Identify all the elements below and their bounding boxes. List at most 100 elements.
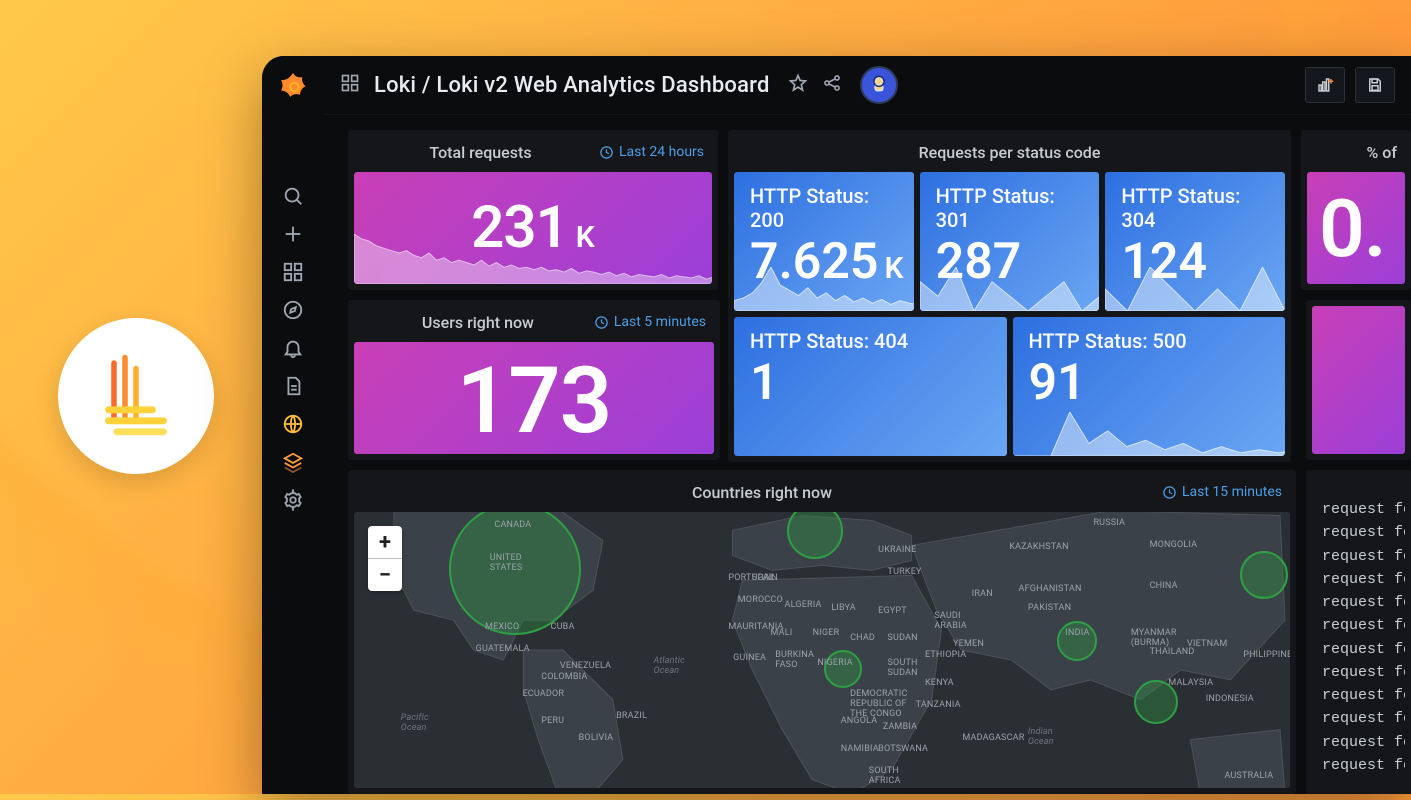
status-tile: HTTP Status: 301287 (920, 172, 1100, 311)
map-label: BURKINAFASO (775, 650, 814, 670)
panel-title: Users right now (362, 313, 594, 332)
map-label: ETHIOPIA (925, 650, 966, 660)
map-label: INDIA (1065, 628, 1089, 638)
share-icon[interactable] (822, 73, 842, 97)
map-label: CHINA (1150, 581, 1178, 591)
map-label: SAUDIARABIA (934, 611, 967, 631)
panel-title: % of (1315, 143, 1397, 162)
tile-label: HTTP Status: 200 (750, 184, 898, 232)
panel-title: Total requests (362, 143, 599, 162)
panel-logs: request forrequest forrequest forrequest… (1306, 470, 1411, 794)
map-label: LIBYA (831, 603, 856, 613)
layers-icon[interactable] (281, 450, 305, 474)
grafana-logo[interactable] (276, 70, 310, 108)
panel-title: Countries right now (362, 483, 1162, 502)
map-label: MOROCCO (738, 595, 783, 605)
map-bubble[interactable] (1240, 551, 1288, 599)
map-label: PAKISTAN (1028, 603, 1071, 613)
avatar[interactable] (860, 66, 898, 104)
dashboard-frame: Loki / Loki v2 Web Analytics Dashboard T… (262, 56, 1411, 794)
content: Total requests Last 24 hours 231 K Reque… (324, 114, 1411, 794)
world-map[interactable]: + − CANADAUNITEDSTATESMEXICOCUBAGUATEMAL… (354, 512, 1290, 788)
zoom-out-button[interactable]: − (368, 559, 402, 591)
map-label: ALGERIA (785, 600, 822, 610)
map-label: KAZAKHSTAN (1009, 542, 1069, 552)
map-bubble[interactable] (824, 650, 862, 688)
settings-icon[interactable] (281, 488, 305, 512)
panel-users-now: Users right now Last 5 minutes 173 (348, 300, 720, 460)
map-label: NIGER (813, 628, 840, 638)
map-label: PHILIPPINES (1243, 650, 1290, 660)
breadcrumb-icon[interactable] (340, 73, 360, 97)
map-label: KENYA (925, 678, 954, 688)
document-icon[interactable] (281, 374, 305, 398)
map-label: DEMOCRATICREPUBLIC OFTHE CONGO (850, 689, 907, 719)
log-line: request for (1316, 707, 1405, 730)
panel-range[interactable]: Last 5 minutes (594, 314, 706, 330)
map-label: AUSTRALIA (1224, 771, 1273, 781)
tile-label: HTTP Status: 500 (1029, 329, 1270, 353)
log-line: request for (1316, 731, 1405, 754)
status-tile: HTTP Status: 2007.625K (734, 172, 914, 311)
map-label: BOTSWANA (878, 744, 928, 754)
topbar: Loki / Loki v2 Web Analytics Dashboard (324, 56, 1411, 115)
explore-icon[interactable] (281, 298, 305, 322)
log-line: request for (1316, 591, 1405, 614)
panel-range[interactable]: Last 24 hours (599, 144, 704, 160)
map-label: ECUADOR (522, 689, 564, 699)
map-label: EGYPT (878, 606, 907, 616)
map-label: PERU (541, 716, 564, 726)
alerting-icon[interactable] (281, 336, 305, 360)
map-label: RUSSIA (1093, 518, 1125, 528)
save-button[interactable] (1355, 67, 1395, 103)
map-label: NIGERIA (817, 658, 852, 668)
map-label: TANZANIA (916, 700, 961, 710)
log-line: request for (1316, 521, 1405, 544)
loki-logo-badge (58, 318, 214, 474)
log-list: request forrequest forrequest forrequest… (1312, 494, 1405, 777)
log-line: request for (1316, 498, 1405, 521)
star-icon[interactable] (788, 73, 808, 97)
panel-range[interactable]: Last 15 minutes (1162, 484, 1282, 500)
stat-users-now: 173 (354, 342, 714, 454)
nav-rail (262, 56, 324, 794)
dashboards-icon[interactable] (281, 260, 305, 284)
map-label: AtlanticOcean (654, 656, 685, 676)
map-label: SUDAN (888, 633, 918, 643)
log-line: request for (1316, 568, 1405, 591)
page-title: Loki / Loki v2 Web Analytics Dashboard (374, 73, 770, 98)
map-zoom: + − (368, 526, 402, 591)
map-label: TURKEY (888, 567, 922, 577)
tile-value: 1 (750, 357, 991, 410)
map-label: CHAD (850, 633, 875, 643)
map-label: GUATEMALA (476, 644, 530, 654)
map-label: SOUTHAFRICA (869, 766, 901, 786)
zoom-in-button[interactable]: + (368, 526, 402, 559)
panel-title: Requests per status code (742, 143, 1277, 162)
map-label: MADAGASCAR (962, 733, 1024, 743)
tile-value: 91 (1029, 357, 1270, 410)
map-label: COLOMBIA (541, 672, 587, 682)
log-line: request for (1316, 614, 1405, 637)
log-line: request for (1316, 661, 1405, 684)
map-label: GUINEA (733, 653, 766, 663)
map-label: ANGOLA (841, 716, 878, 726)
panel-status-codes: Requests per status code HTTP Status: 20… (728, 130, 1291, 462)
add-panel-button[interactable] (1305, 67, 1345, 103)
map-label: NAMIBIA (841, 744, 879, 754)
log-line: request for (1316, 545, 1405, 568)
map-label: BOLIVIA (579, 733, 614, 743)
map-label: SPAIN (752, 573, 778, 583)
panel-total-requests: Total requests Last 24 hours 231 K (348, 130, 718, 290)
map-label: MEXICO (485, 622, 519, 632)
globe-icon[interactable] (281, 412, 305, 436)
search-icon[interactable] (281, 184, 305, 208)
map-label: MONGOLIA (1150, 540, 1198, 550)
map-label: UKRAINE (878, 545, 916, 555)
status-tile: HTTP Status: 4041 (734, 317, 1007, 456)
map-label: CUBA (551, 622, 575, 632)
stat-pct-of: 0. (1307, 172, 1405, 284)
map-label: VIETNAM (1187, 639, 1227, 649)
plus-icon[interactable] (281, 222, 305, 246)
map-label: CANADA (494, 520, 531, 530)
